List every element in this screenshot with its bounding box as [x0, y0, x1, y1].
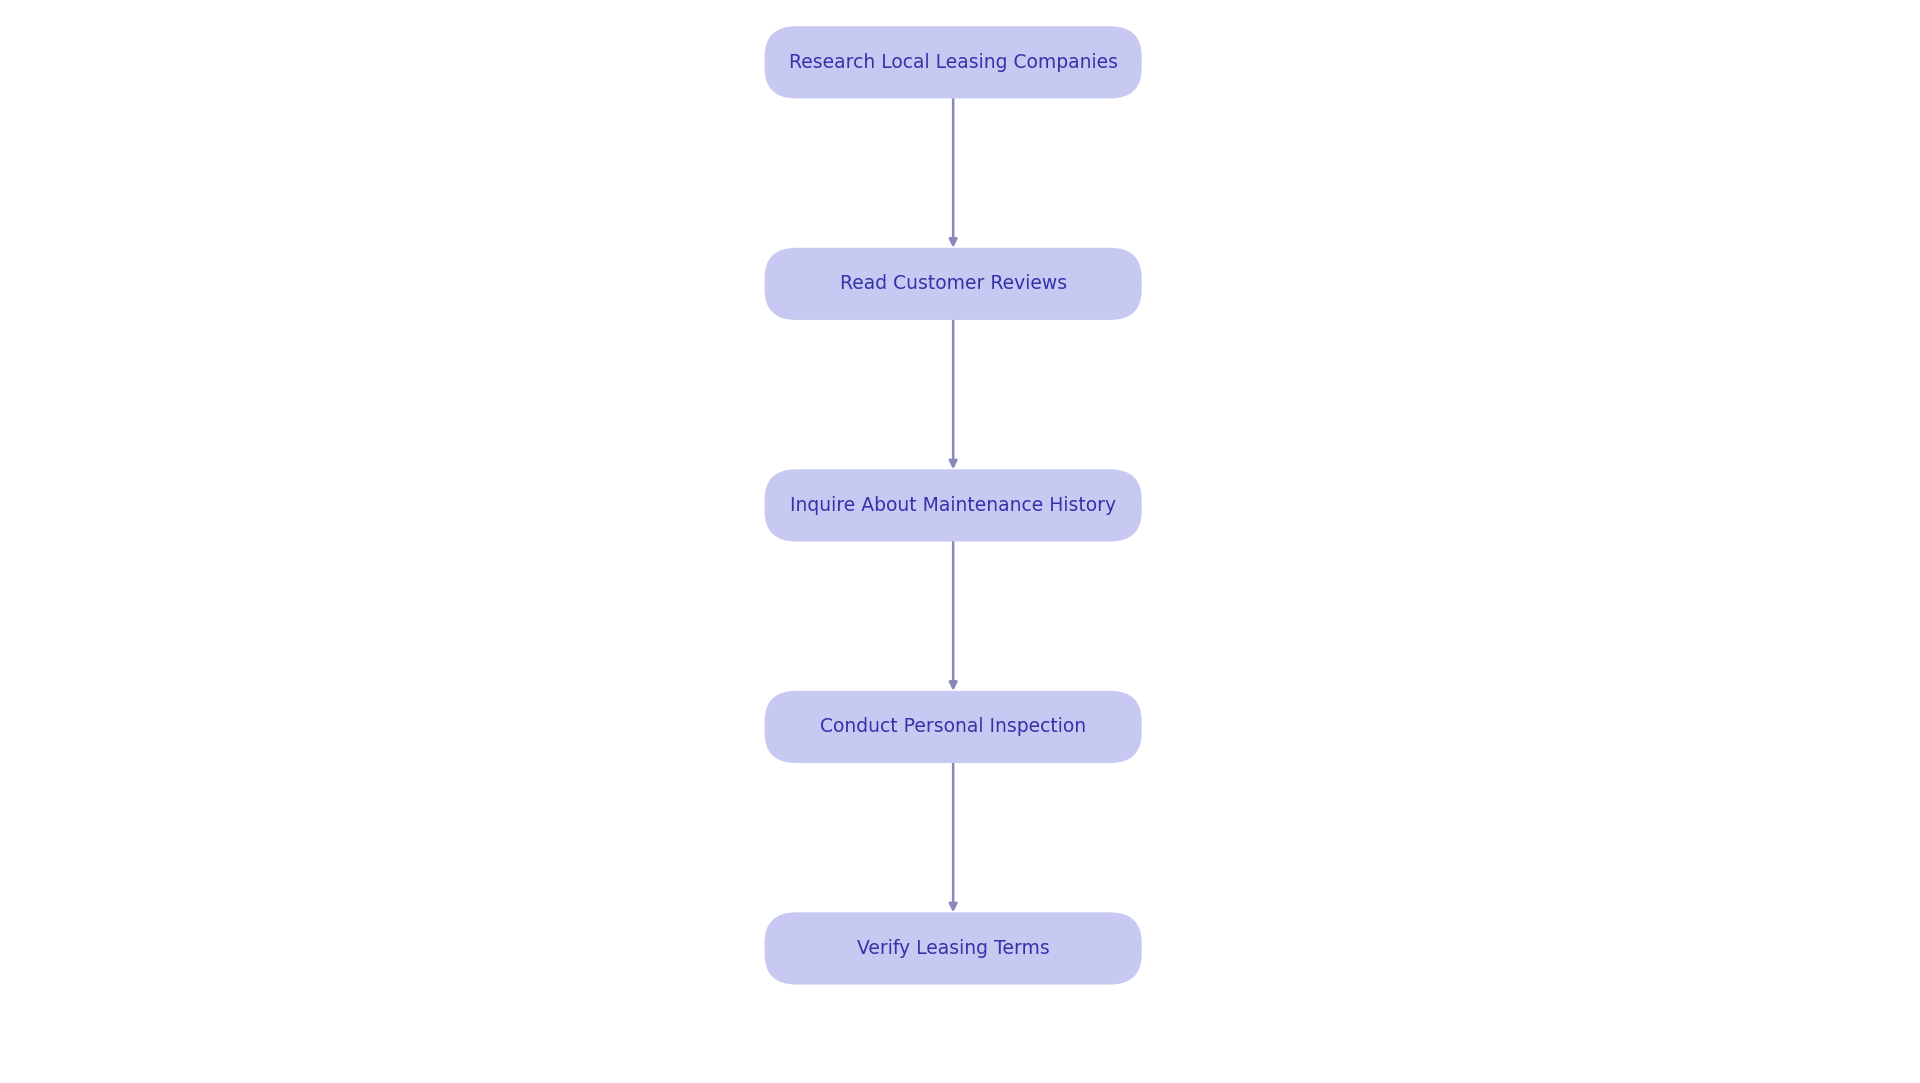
Text: Read Customer Reviews: Read Customer Reviews — [839, 274, 1068, 293]
FancyBboxPatch shape — [764, 912, 1142, 984]
FancyBboxPatch shape — [764, 26, 1142, 99]
Text: Conduct Personal Inspection: Conduct Personal Inspection — [820, 717, 1087, 736]
Text: Inquire About Maintenance History: Inquire About Maintenance History — [791, 496, 1116, 514]
Text: Verify Leasing Terms: Verify Leasing Terms — [856, 939, 1050, 958]
FancyBboxPatch shape — [764, 248, 1142, 319]
FancyBboxPatch shape — [764, 691, 1142, 764]
FancyBboxPatch shape — [764, 469, 1142, 542]
Text: Research Local Leasing Companies: Research Local Leasing Companies — [789, 53, 1117, 71]
